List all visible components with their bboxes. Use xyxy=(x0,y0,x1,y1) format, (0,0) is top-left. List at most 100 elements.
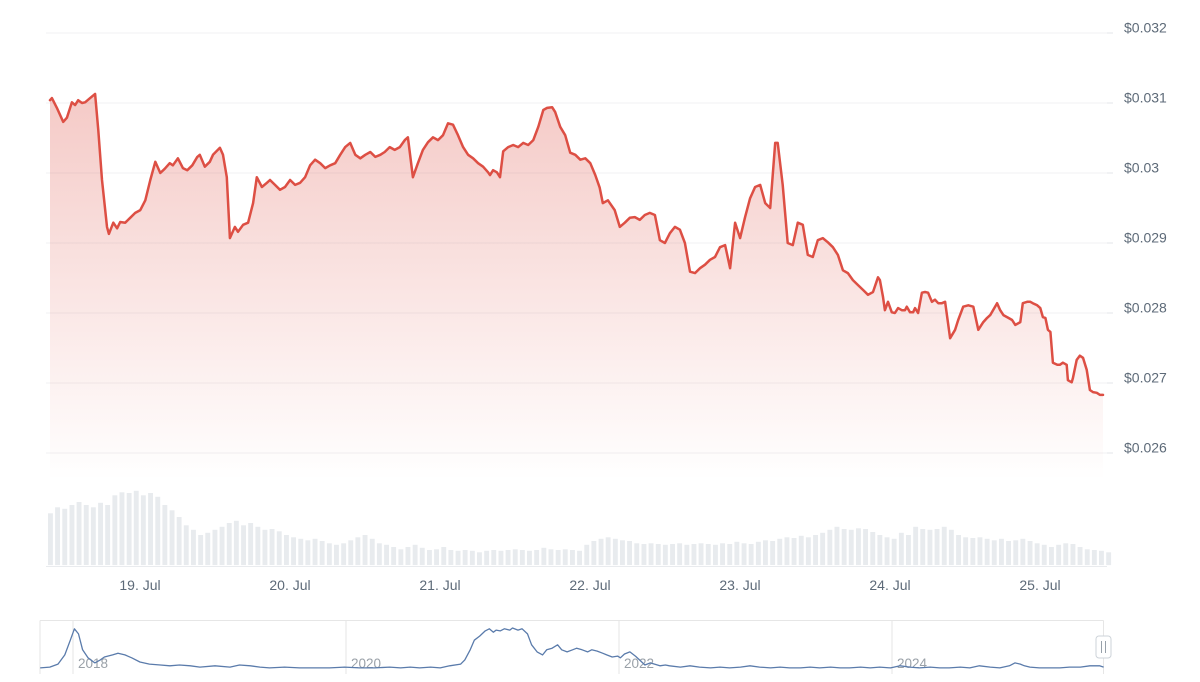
y-axis-label: $0.032 xyxy=(1124,20,1167,36)
volume-bar xyxy=(62,508,68,566)
y-axis-label: $0.031 xyxy=(1124,90,1167,106)
volume-bar xyxy=(777,538,783,566)
volume-bar xyxy=(162,505,168,565)
volume-bar xyxy=(727,544,733,565)
volume-bar xyxy=(255,526,261,566)
volume-bar xyxy=(555,550,561,565)
volume-bar xyxy=(956,535,961,565)
volume-bar xyxy=(1106,552,1112,566)
volume-bar xyxy=(262,529,268,566)
volume-bar xyxy=(83,505,89,565)
volume-bar xyxy=(405,547,411,565)
volume-bar xyxy=(1049,547,1054,565)
volume-bar xyxy=(105,505,111,565)
navigator-track[interactable] xyxy=(40,621,1104,675)
x-axis-label: 19. Jul xyxy=(119,577,160,593)
volume-bar xyxy=(276,531,282,566)
volume-bar xyxy=(620,540,625,566)
volume-bar xyxy=(684,544,690,566)
navigator-history-line xyxy=(40,627,1104,669)
volume-bar xyxy=(126,493,132,565)
volume-bar xyxy=(505,550,511,565)
volume-bar xyxy=(169,510,175,566)
volume-bar xyxy=(763,540,768,566)
volume-bar xyxy=(226,523,232,565)
y-axis-label: $0.028 xyxy=(1124,300,1167,316)
x-axis-label: 20. Jul xyxy=(269,577,310,593)
volume-bar xyxy=(941,526,947,566)
volume-bar xyxy=(691,544,697,565)
x-axis-label: 25. Jul xyxy=(1019,577,1060,593)
volume-bar xyxy=(326,543,332,566)
volume-bar xyxy=(534,550,540,565)
volume-bar xyxy=(841,529,847,565)
volume-bar xyxy=(877,535,883,565)
volume-bar xyxy=(291,537,296,566)
volume-bar xyxy=(662,544,668,566)
volume-bar xyxy=(541,547,547,566)
volume-bar xyxy=(562,549,568,566)
volume-bar xyxy=(1077,547,1083,565)
navigator: 2018202020222024 xyxy=(39,620,1112,675)
volume-bar xyxy=(491,550,497,565)
volume-bar xyxy=(577,550,582,566)
volume-bar xyxy=(298,538,304,566)
volume-bar xyxy=(591,541,597,565)
x-axis-label: 22. Jul xyxy=(569,577,610,593)
volume-bar xyxy=(233,520,239,566)
volume-bar xyxy=(791,538,797,565)
navigator-year-label: 2022 xyxy=(624,656,654,671)
volume-bar xyxy=(1006,541,1011,565)
navigator-right-handle[interactable] xyxy=(1095,635,1112,659)
y-axis-labels: $0.032 $0.031 $0.03 $0.029 $0.028 $0.027 $0.02… xyxy=(1124,20,1167,456)
volume-bar xyxy=(176,517,182,565)
volume-bar xyxy=(1070,544,1076,565)
volume-bar xyxy=(963,537,969,566)
volume-bar xyxy=(305,540,311,566)
volume-bar xyxy=(634,543,640,566)
volume-bar xyxy=(212,529,218,566)
volume-bar xyxy=(977,537,983,566)
price-area-series xyxy=(48,92,1105,481)
volume-bar xyxy=(369,538,375,566)
volume-bar xyxy=(705,544,711,565)
volume-bar xyxy=(655,544,661,565)
volume-bar xyxy=(148,493,153,565)
volume-bar xyxy=(248,523,254,565)
volume-bar xyxy=(999,538,1004,566)
volume-bar xyxy=(1063,543,1069,566)
volume-bar xyxy=(734,541,740,566)
volume-bar xyxy=(805,537,811,566)
volume-bar xyxy=(469,550,475,566)
x-axis-label: 24. Jul xyxy=(869,577,910,593)
volume-bar xyxy=(355,537,361,566)
y-axis-label: $0.03 xyxy=(1124,160,1159,176)
volume-bar xyxy=(863,529,868,565)
navigator-handle-body[interactable] xyxy=(1095,635,1112,659)
volume-bar xyxy=(784,537,790,566)
price-line xyxy=(48,92,1105,397)
volume-bar xyxy=(362,535,368,565)
volume-bar xyxy=(284,535,289,565)
x-axis-label: 21. Jul xyxy=(419,577,460,593)
volume-bar xyxy=(427,550,432,565)
volume-bars xyxy=(48,490,1112,566)
volume-bar xyxy=(670,544,675,565)
volume-bar xyxy=(376,543,382,566)
volume-bar xyxy=(827,529,833,566)
volume-bar xyxy=(205,532,211,566)
volume-bar xyxy=(441,547,447,565)
volume-bar xyxy=(627,541,632,565)
volume-bar xyxy=(312,538,318,566)
volume-bar xyxy=(241,525,246,566)
main-plot-hover-area[interactable] xyxy=(46,10,1107,566)
volume-bar xyxy=(648,543,654,566)
x-axis-labels: 19. Jul 20. Jul 21. Jul 22. Jul 23. Jul 24. J… xyxy=(119,577,1060,593)
volume-bar xyxy=(720,543,725,566)
volume-bar xyxy=(713,544,718,566)
volume-bar xyxy=(462,550,468,565)
volume-bar xyxy=(891,538,897,566)
volume-bar xyxy=(1091,550,1097,565)
volume-bar xyxy=(698,543,704,566)
